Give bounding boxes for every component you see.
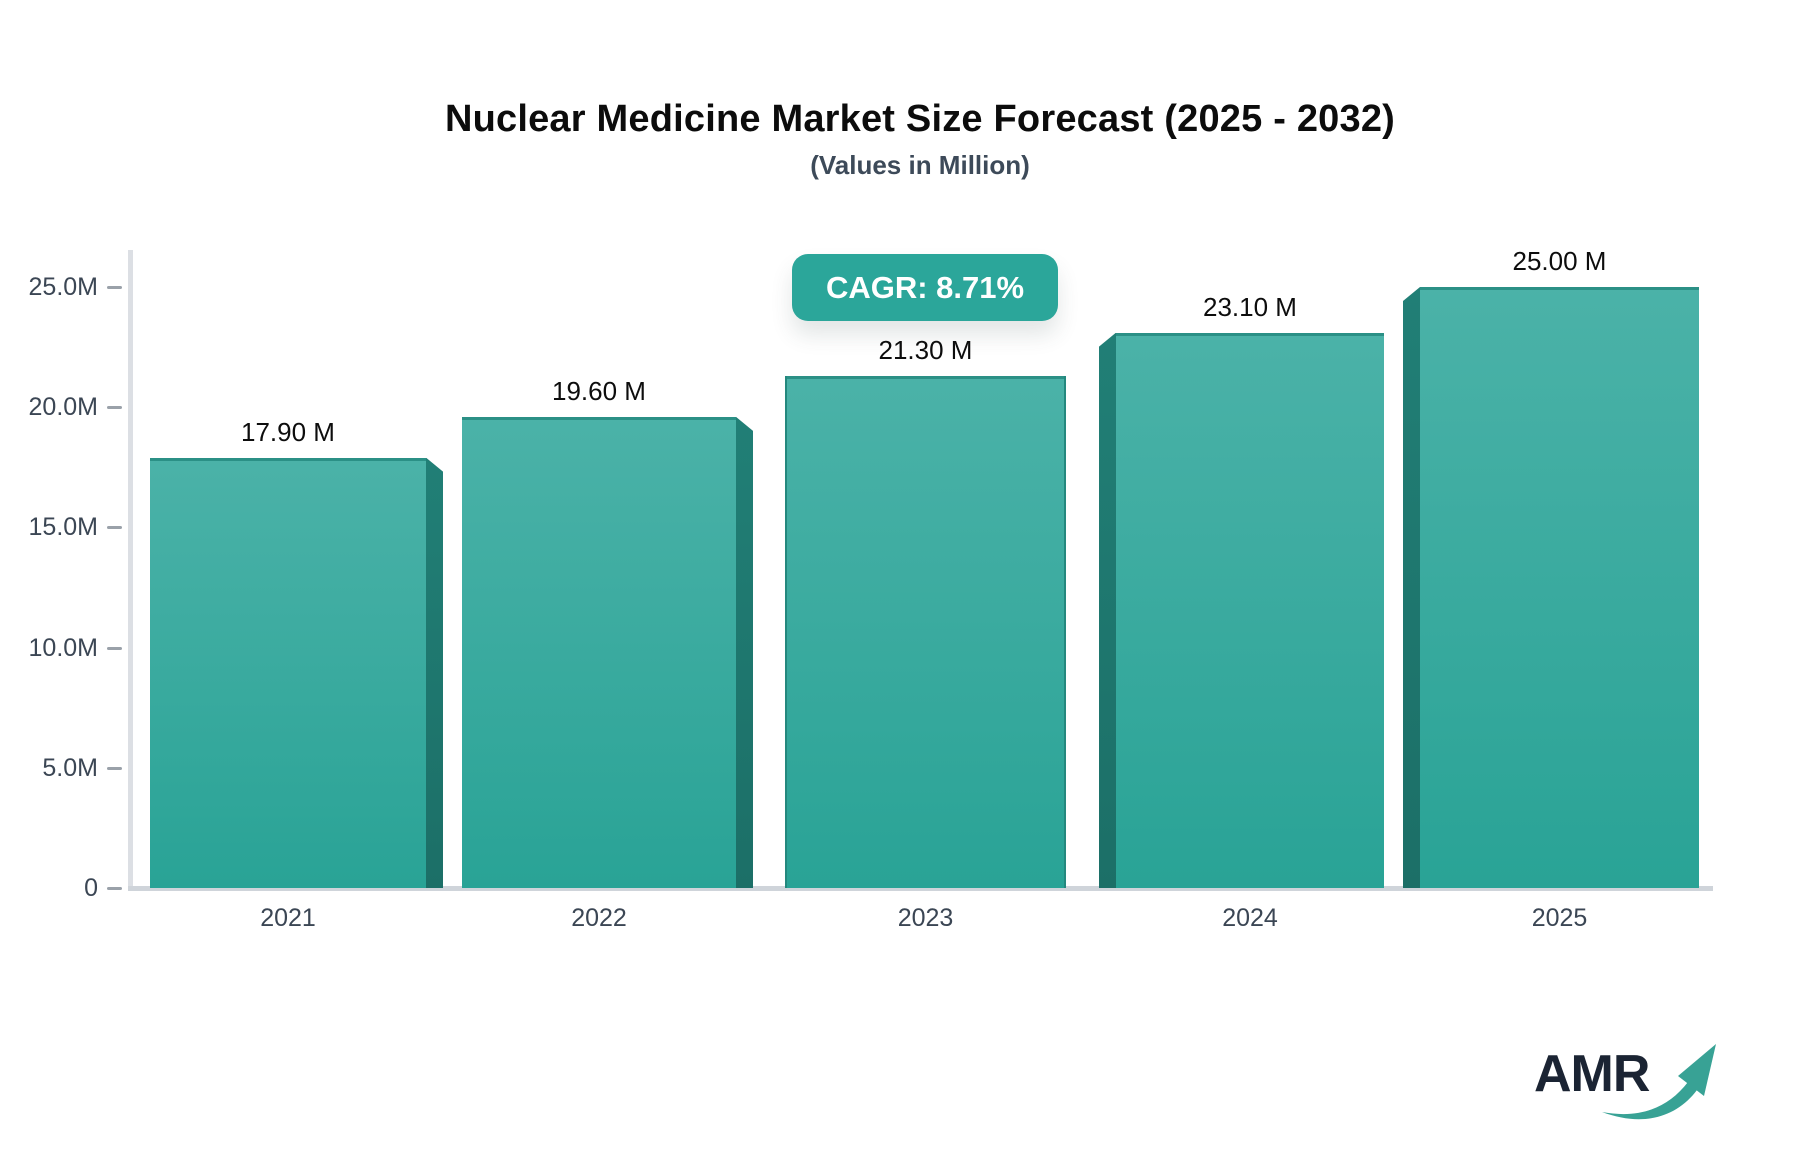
amr-logo-text: AMR	[1534, 1045, 1650, 1103]
y-tick-label: 0	[84, 874, 98, 902]
y-tick-mark	[107, 646, 122, 650]
y-tick-mark	[107, 286, 122, 289]
bar-3d-side-2021	[426, 457, 443, 888]
y-axis-line	[128, 250, 133, 891]
y-tick-label: 20.0M	[28, 393, 98, 422]
bar-3d-side-2022	[736, 416, 753, 888]
x-tick-label-2024: 2024	[1222, 904, 1278, 932]
bar-value-label-2022: 19.60 M	[552, 375, 646, 406]
x-tick-label-2021: 2021	[260, 904, 316, 932]
bar-2025	[1420, 287, 1699, 888]
y-tick-label: 25.0M	[28, 273, 98, 301]
chart-title: Nuclear Medicine Market Size Forecast (2…	[444, 98, 1396, 140]
bar-2024	[1116, 332, 1384, 888]
bar-top-edge	[1116, 332, 1384, 336]
bar-3d-side-2024	[1099, 332, 1116, 888]
bar-2023	[785, 375, 1066, 888]
bar-top-edge	[150, 457, 426, 461]
y-tick-mark	[107, 766, 122, 770]
x-tick-label-2023: 2023	[897, 904, 954, 932]
x-axis-line	[128, 886, 1713, 891]
y-tick-label: 10.0M	[28, 633, 98, 662]
bar-value-label-2023: 21.30 M	[878, 334, 973, 365]
trend-up-arrow-icon	[1602, 1044, 1716, 1120]
x-tick-label-2025: 2025	[1531, 904, 1588, 932]
y-tick-mark	[107, 526, 122, 530]
bar-top-edge	[462, 416, 736, 420]
bar-top-edge	[1420, 287, 1699, 290]
bar-2021	[150, 457, 426, 888]
bar-value-label-2024: 23.10 M	[1203, 291, 1297, 322]
cagr-badge: CAGR: 8.71%	[792, 254, 1058, 321]
bar-value-label-2025: 25.00 M	[1512, 246, 1607, 276]
bar-value-label-2021: 17.90 M	[241, 416, 335, 447]
amr-logo: AMR	[1534, 1036, 1724, 1126]
bar-2022	[462, 416, 736, 888]
y-tick-label: 5.0M	[42, 753, 98, 782]
y-tick-mark	[107, 887, 122, 890]
y-tick-mark	[107, 406, 122, 410]
bar-top-edge	[787, 375, 1064, 379]
y-tick-label: 15.0M	[28, 513, 98, 542]
x-tick-label-2022: 2022	[571, 904, 627, 932]
bar-3d-side-2025	[1403, 287, 1420, 888]
chart-subtitle: (Values in Million)	[810, 150, 1030, 180]
